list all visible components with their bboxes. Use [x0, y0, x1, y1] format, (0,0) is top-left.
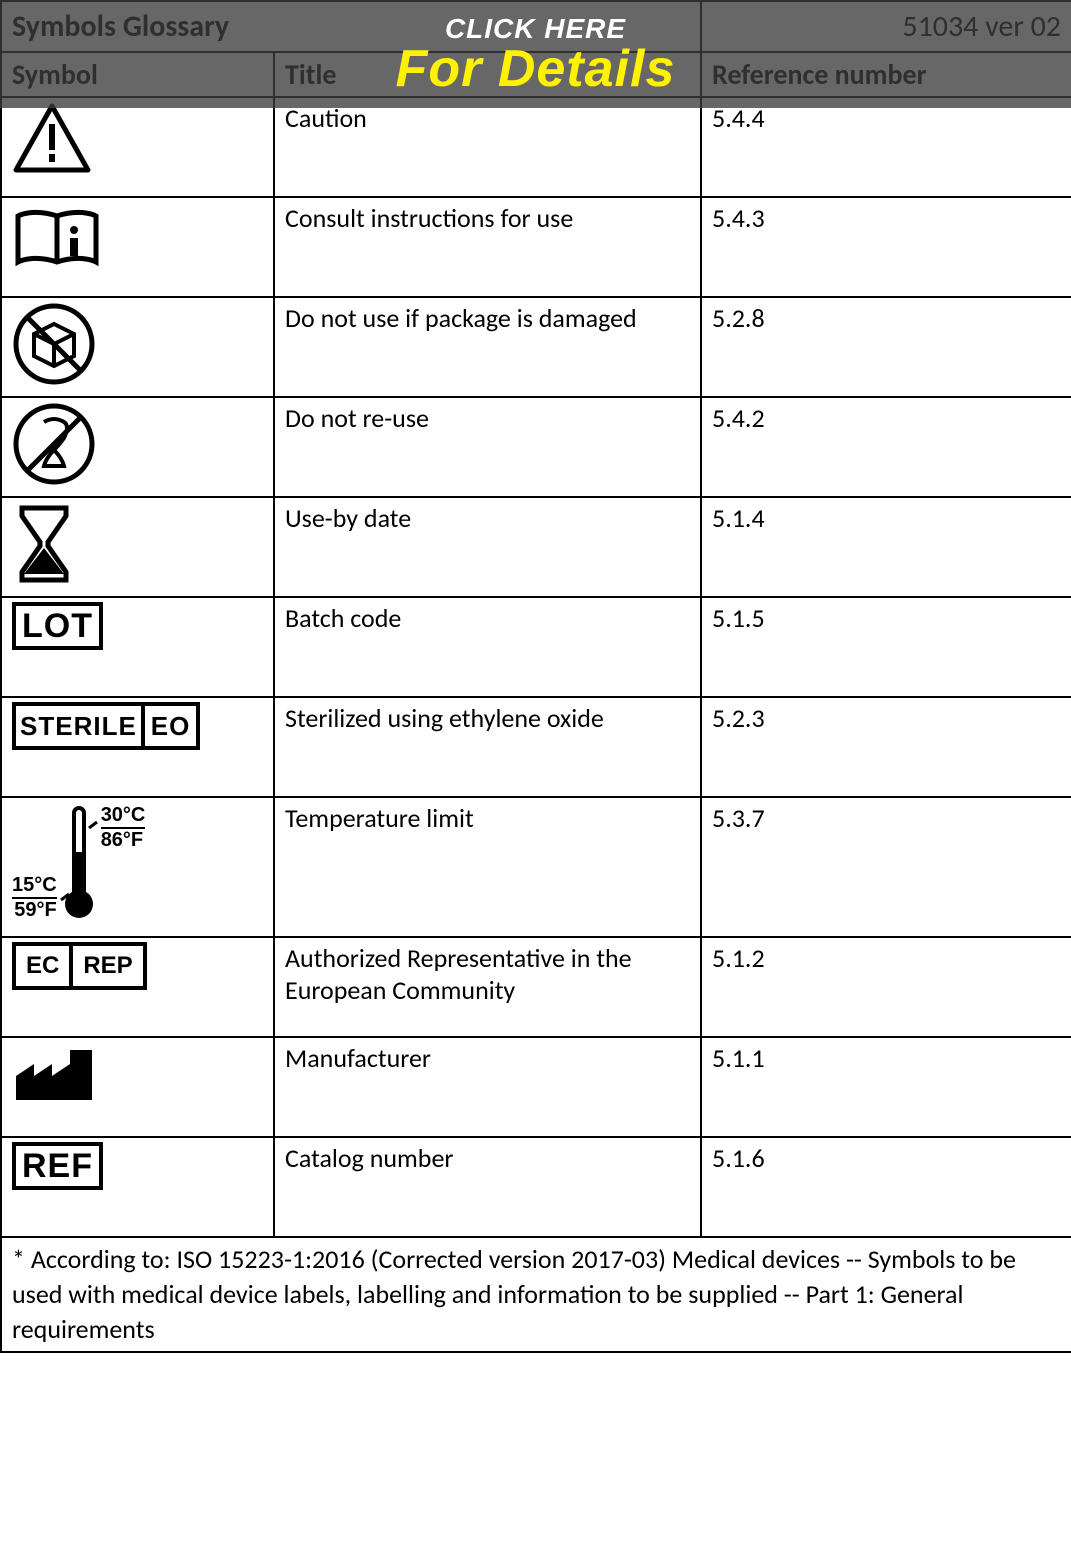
use-by-date-icon	[12, 502, 76, 586]
col-header-reference: Reference number	[701, 52, 1071, 97]
table-row: Do not re-use 5.4.2	[1, 397, 1071, 497]
title-cell: Batch code	[274, 597, 701, 697]
header-row: Symbol Title Reference number	[1, 52, 1071, 97]
symbol-cell	[1, 397, 274, 497]
footnote: * According to: ISO 15223-1:2016 (Correc…	[1, 1237, 1071, 1352]
do-not-reuse-icon	[12, 402, 96, 486]
document-id: 51034 ver 02	[701, 1, 1071, 52]
table-row: Consult instructions for use 5.4.3	[1, 197, 1071, 297]
ref-cell: 5.1.1	[701, 1037, 1071, 1137]
title-cell: Authorized Representative in the Europea…	[274, 937, 701, 1037]
rep-text: REP	[73, 946, 142, 986]
symbol-cell: 15°C 59°F 30°C 86°F	[1, 797, 274, 937]
table-row: Manufacturer 5.1.1	[1, 1037, 1071, 1137]
table-row: Caution 5.4.4	[1, 97, 1071, 197]
ref-icon: REF	[12, 1142, 103, 1190]
ref-cell: 5.1.5	[701, 597, 1071, 697]
table-row: 15°C 59°F 30°C 86°F Temperature limit 5.…	[1, 797, 1071, 937]
temp-upper-c: 30°C	[101, 804, 146, 829]
ref-cell: 5.1.2	[701, 937, 1071, 1037]
symbol-cell	[1, 197, 274, 297]
consult-ifu-icon	[12, 202, 102, 274]
caution-icon	[12, 102, 92, 174]
title-cell: Use-by date	[274, 497, 701, 597]
ref-cell: 5.1.4	[701, 497, 1071, 597]
ref-cell: 5.4.4	[701, 97, 1071, 197]
table-row: Do not use if package is damaged 5.2.8	[1, 297, 1071, 397]
symbol-cell	[1, 297, 274, 397]
eo-text: EO	[145, 706, 197, 746]
title-row: Symbols Glossary 51034 ver 02	[1, 1, 1071, 52]
symbol-cell	[1, 1037, 274, 1137]
temp-lower-f: 59°F	[14, 899, 56, 922]
table-row: LOT Batch code 5.1.5	[1, 597, 1071, 697]
title-cell: Manufacturer	[274, 1037, 701, 1137]
temperature-limit-icon	[59, 802, 99, 922]
sterile-text: STERILE	[16, 706, 145, 746]
symbol-cell: STERILE EO	[1, 697, 274, 797]
manufacturer-icon	[12, 1042, 102, 1102]
col-header-symbol: Symbol	[1, 52, 274, 97]
document-title: Symbols Glossary	[1, 1, 701, 52]
title-cell: Catalog number	[274, 1137, 701, 1237]
lot-icon: LOT	[12, 602, 103, 650]
ec-rep-icon: EC REP	[12, 942, 147, 990]
footnote-row: * According to: ISO 15223-1:2016 (Correc…	[1, 1237, 1071, 1352]
table-row: EC REP Authorized Representative in the …	[1, 937, 1071, 1037]
ref-cell: 5.1.6	[701, 1137, 1071, 1237]
temp-upper-f: 86°F	[101, 829, 143, 852]
sterile-eo-icon: STERILE EO	[12, 702, 200, 750]
table-row: REF Catalog number 5.1.6	[1, 1137, 1071, 1237]
title-cell: Temperature limit	[274, 797, 701, 937]
symbol-cell	[1, 97, 274, 197]
col-header-title: Title	[274, 52, 701, 97]
ref-cell: 5.4.2	[701, 397, 1071, 497]
ref-cell: 5.2.8	[701, 297, 1071, 397]
title-cell: Do not re-use	[274, 397, 701, 497]
symbol-cell	[1, 497, 274, 597]
title-cell: Do not use if package is damaged	[274, 297, 701, 397]
symbols-glossary-table: Symbols Glossary 51034 ver 02 Symbol Tit…	[0, 0, 1071, 1353]
title-cell: Consult instructions for use	[274, 197, 701, 297]
symbol-cell: REF	[1, 1137, 274, 1237]
symbol-cell: LOT	[1, 597, 274, 697]
title-cell: Sterilized using ethylene oxide	[274, 697, 701, 797]
ref-cell: 5.3.7	[701, 797, 1071, 937]
title-cell: Caution	[274, 97, 701, 197]
no-damaged-package-icon	[12, 302, 96, 386]
ref-cell: 5.2.3	[701, 697, 1071, 797]
table-row: STERILE EO Sterilized using ethylene oxi…	[1, 697, 1071, 797]
table-row: Use-by date 5.1.4	[1, 497, 1071, 597]
ref-cell: 5.4.3	[701, 197, 1071, 297]
ec-text: EC	[16, 946, 73, 986]
temp-lower-c: 15°C	[12, 874, 57, 899]
symbol-cell: EC REP	[1, 937, 274, 1037]
